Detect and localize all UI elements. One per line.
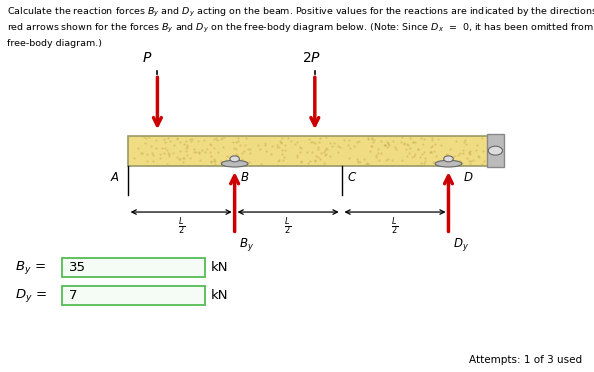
Circle shape bbox=[488, 146, 503, 155]
Text: kN: kN bbox=[211, 289, 228, 302]
Text: $\frac{L}{2}$: $\frac{L}{2}$ bbox=[178, 216, 185, 237]
Text: Calculate the reaction forces $B_y$ and $D_y$ acting on the beam. Positive value: Calculate the reaction forces $B_y$ and … bbox=[7, 6, 594, 19]
Ellipse shape bbox=[435, 160, 462, 167]
Text: A: A bbox=[111, 171, 119, 184]
Circle shape bbox=[230, 156, 239, 162]
Text: kN: kN bbox=[211, 261, 228, 274]
Bar bbox=[128, 136, 490, 166]
Text: D: D bbox=[463, 171, 472, 184]
Text: $\frac{L}{2}$: $\frac{L}{2}$ bbox=[391, 216, 399, 237]
Text: 7: 7 bbox=[69, 289, 77, 302]
Text: B: B bbox=[241, 171, 248, 184]
Text: C: C bbox=[347, 171, 356, 184]
Text: free-body diagram.): free-body diagram.) bbox=[7, 39, 102, 48]
Text: $B_y$ =: $B_y$ = bbox=[15, 259, 46, 276]
Ellipse shape bbox=[221, 160, 248, 167]
Text: $D_y$: $D_y$ bbox=[453, 236, 469, 253]
Text: red arrows shown for the forces $B_y$ and $D_y$ on the free-body diagram below. : red arrows shown for the forces $B_y$ an… bbox=[7, 22, 594, 35]
Text: Attempts: 1 of 3 used: Attempts: 1 of 3 used bbox=[469, 355, 582, 365]
Bar bbox=[487, 134, 504, 167]
Circle shape bbox=[444, 156, 453, 162]
Text: $\frac{L}{2}$: $\frac{L}{2}$ bbox=[285, 216, 292, 237]
Text: 35: 35 bbox=[69, 261, 86, 274]
FancyBboxPatch shape bbox=[62, 258, 205, 277]
Text: $P$: $P$ bbox=[141, 51, 152, 65]
Text: $B_y$: $B_y$ bbox=[239, 236, 254, 253]
Text: $D_y$ =: $D_y$ = bbox=[15, 287, 47, 304]
Text: $2P$: $2P$ bbox=[302, 51, 321, 65]
FancyBboxPatch shape bbox=[62, 286, 205, 305]
